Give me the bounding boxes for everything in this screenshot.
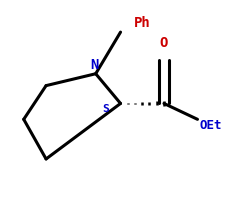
Text: OEt: OEt (199, 118, 222, 131)
Text: O: O (159, 36, 168, 50)
Text: S: S (102, 104, 108, 114)
Text: Ph: Ph (134, 16, 150, 30)
Text: N: N (90, 58, 98, 71)
